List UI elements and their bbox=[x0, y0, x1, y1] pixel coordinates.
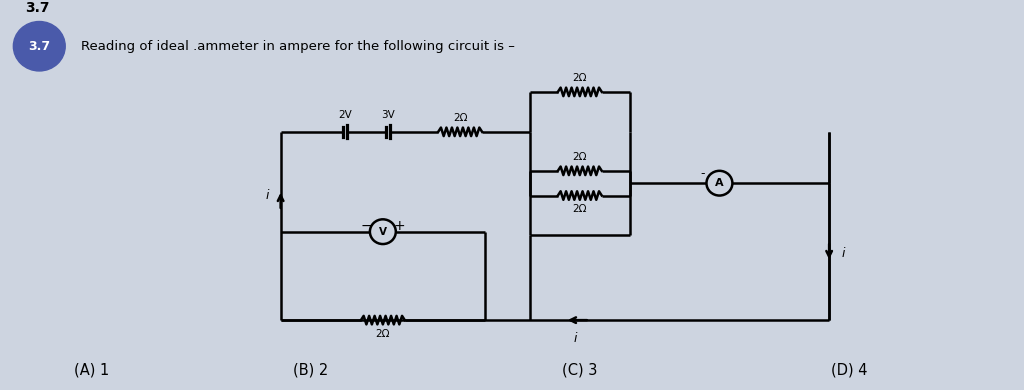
Circle shape bbox=[13, 21, 66, 71]
Text: i: i bbox=[573, 332, 577, 344]
Text: 2Ω: 2Ω bbox=[572, 152, 587, 162]
Text: i: i bbox=[265, 189, 268, 202]
Text: (A) 1: (A) 1 bbox=[74, 362, 109, 377]
Text: i: i bbox=[841, 247, 845, 260]
Text: 3.7: 3.7 bbox=[25, 1, 49, 15]
Text: (C) 3: (C) 3 bbox=[562, 362, 597, 377]
Text: −: − bbox=[360, 219, 372, 233]
Text: 2Ω: 2Ω bbox=[453, 113, 467, 123]
Text: 2V: 2V bbox=[339, 110, 352, 121]
Text: 2Ω: 2Ω bbox=[572, 73, 587, 83]
Text: (D) 4: (D) 4 bbox=[830, 362, 867, 377]
Text: Reading of ideal .ammeter in ampere for the following circuit is –: Reading of ideal .ammeter in ampere for … bbox=[81, 40, 515, 53]
Text: 3.7: 3.7 bbox=[29, 40, 50, 53]
Text: (B) 2: (B) 2 bbox=[293, 362, 328, 377]
Text: 2Ω: 2Ω bbox=[572, 204, 587, 214]
Text: 3V: 3V bbox=[382, 110, 395, 121]
Text: A: A bbox=[715, 178, 724, 188]
Text: V: V bbox=[379, 227, 387, 237]
Text: +: + bbox=[394, 219, 406, 233]
Text: 2Ω: 2Ω bbox=[376, 329, 390, 339]
Text: -: - bbox=[700, 167, 705, 180]
